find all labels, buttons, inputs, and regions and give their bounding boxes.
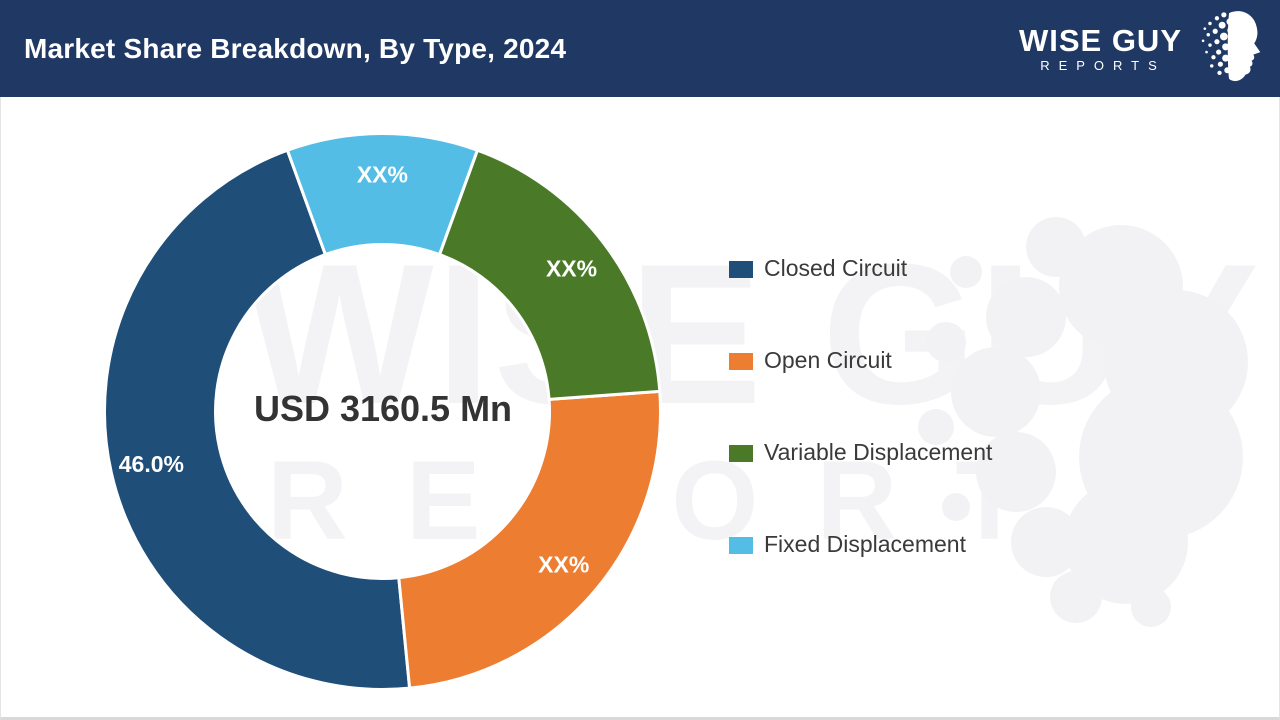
logo-subtitle: REPORTS — [1040, 58, 1166, 73]
legend-label-fixed-displacement: Fixed Displacement — [764, 531, 966, 558]
donut-segment-variable-displacement — [438, 148, 662, 401]
donut-chart: 46.0% XX% XX% XX% — [103, 132, 662, 691]
legend-item-variable-displacement: Variable Displacement — [729, 439, 992, 467]
legend-item-closed-circuit: Closed Circuit — [729, 255, 992, 283]
segment-value-label-closed-circuit: 46.0% — [119, 451, 184, 477]
chart-legend: Closed Circuit Open Circuit Variable Displ… — [729, 255, 992, 623]
segment-value-label-variable-displacement: XX% — [546, 256, 597, 282]
legend-swatch-open-circuit — [729, 352, 753, 370]
segment-value-label-open-circuit: XX% — [538, 551, 589, 577]
watermark-face-icon — [871, 177, 1279, 652]
header-bar: Market Share Breakdown, By Type, 2024 WI… — [0, 0, 1280, 97]
wise-guy-logo: WISE GUY REPORTS — [1019, 4, 1262, 93]
legend-label-open-circuit: Open Circuit — [764, 347, 892, 374]
logo-wordmark: WISE GUY — [1018, 23, 1182, 58]
donut-segment-fixed-displacement — [285, 132, 479, 257]
legend-label-variable-displacement: Variable Displacement — [764, 439, 993, 466]
donut-segment-closed-circuit — [103, 148, 412, 691]
legend-swatch-closed-circuit — [729, 260, 753, 278]
donut-segment-open-circuit — [397, 389, 662, 690]
legend-label-closed-circuit: Closed Circuit — [764, 255, 908, 282]
legend-swatch-variable-displacement — [729, 444, 753, 462]
legend-item-fixed-displacement: Fixed Displacement — [729, 531, 992, 559]
legend-swatch-fixed-displacement — [729, 536, 753, 554]
page-title: Market Share Breakdown, By Type, 2024 — [24, 32, 567, 64]
segment-value-label-fixed-displacement: XX% — [357, 162, 408, 188]
chart-area: WISE GUY REPORTS 46.0% XX% XX% XX% USD 3160… — [0, 97, 1280, 720]
logo-text: WISE GUY REPORTS — [1019, 25, 1182, 72]
legend-item-open-circuit: Open Circuit — [729, 347, 992, 375]
chart-center-value: USD 3160.5 Mn — [253, 388, 513, 429]
face-profile-icon — [1184, 4, 1262, 93]
